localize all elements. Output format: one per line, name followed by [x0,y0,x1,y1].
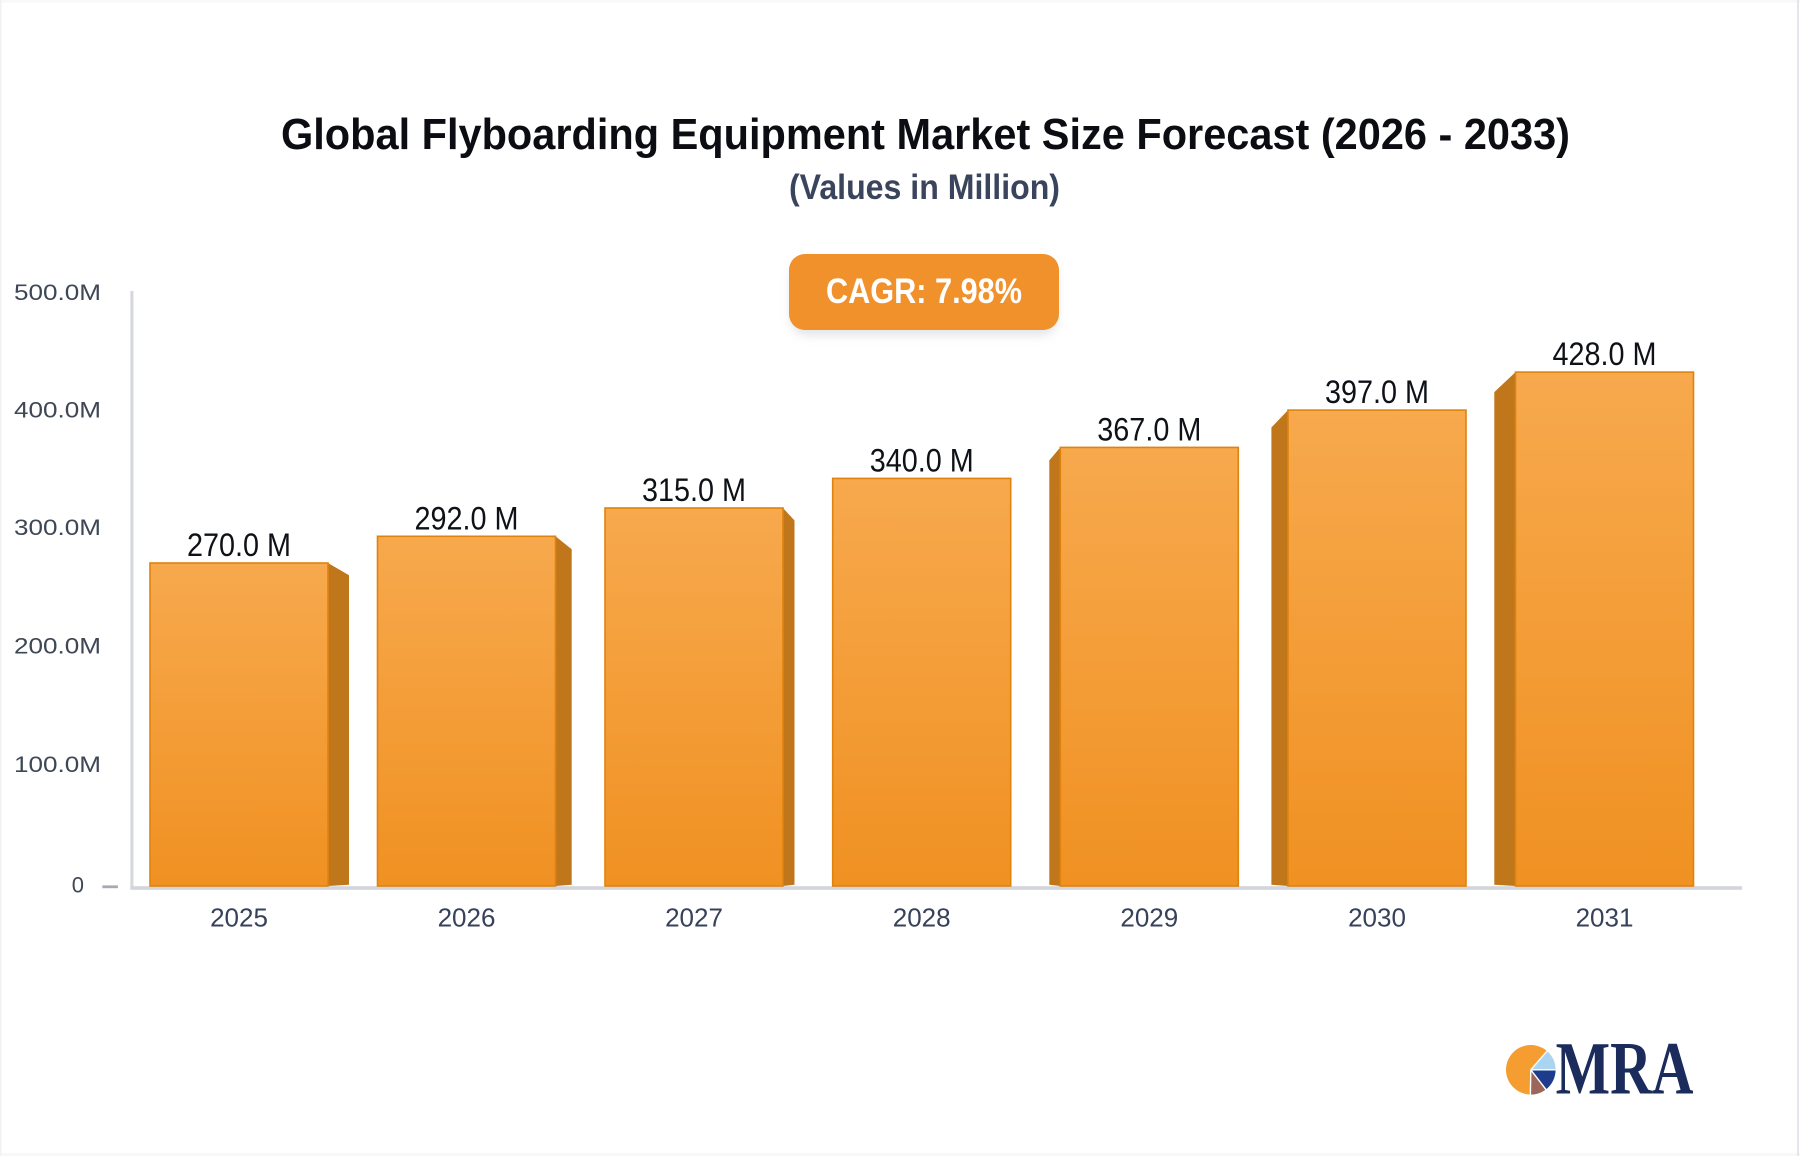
svg-text:CAGR: 7.98%: CAGR: 7.98% [826,272,1022,311]
svg-text:MRA: MRA [1556,1027,1694,1110]
svg-text:2028: 2028 [893,902,951,932]
svg-text:2026: 2026 [438,902,496,932]
svg-text:292.0 M: 292.0 M [415,500,519,536]
svg-text:315.0 M: 315.0 M [642,472,746,508]
svg-text:(Values in Million): (Values in Million) [789,167,1060,207]
svg-text:270.0 M: 270.0 M [187,527,291,563]
svg-text:Global Flyboarding Equipment M: Global Flyboarding Equipment Market Size… [281,110,1570,159]
svg-text:340.0 M: 340.0 M [870,442,974,478]
svg-text:100.0M: 100.0M [14,752,101,777]
svg-text:2027: 2027 [665,902,723,932]
svg-text:300.0M: 300.0M [14,515,101,540]
svg-text:2029: 2029 [1120,902,1178,932]
svg-text:397.0 M: 397.0 M [1325,374,1429,410]
svg-text:400.0M: 400.0M [14,398,101,423]
svg-text:2030: 2030 [1348,902,1406,932]
svg-text:0: 0 [72,873,84,898]
svg-text:367.0 M: 367.0 M [1097,411,1201,447]
svg-text:2031: 2031 [1576,902,1634,932]
svg-text:428.0 M: 428.0 M [1553,336,1657,372]
svg-text:500.0M: 500.0M [14,280,101,305]
svg-text:2025: 2025 [210,902,268,932]
svg-text:200.0M: 200.0M [14,633,101,658]
